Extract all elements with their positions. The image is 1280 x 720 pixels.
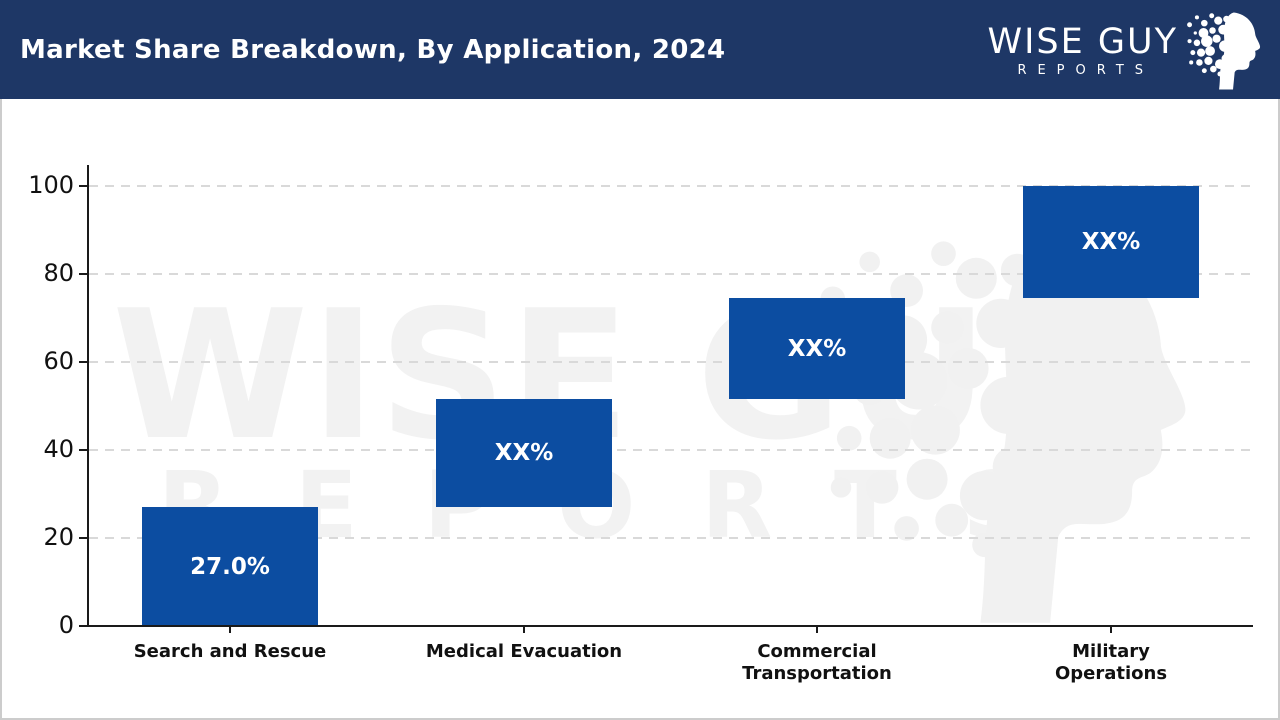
y-tick-label-80: 80 <box>43 259 74 287</box>
page-border-right <box>1278 99 1280 720</box>
x-category-label-3: Military Operations <box>1054 641 1168 684</box>
bar-value-label-3: XX% <box>1081 229 1141 256</box>
gridline-20 <box>89 537 1253 539</box>
gridline-100 <box>89 185 1253 187</box>
page-title: Market Share Breakdown, By Application, … <box>20 34 726 65</box>
y-tick-40 <box>79 449 87 451</box>
bar-0: 27.0% <box>142 507 318 626</box>
header-bar: Market Share Breakdown, By Application, … <box>0 0 1280 99</box>
y-tick-80 <box>79 273 87 275</box>
bar-value-label-2: XX% <box>787 335 847 362</box>
x-category-label-2: Commercial Transportation <box>742 641 892 684</box>
bar-3: XX% <box>1023 186 1199 299</box>
wise-guy-reports-logo: WISE GUY REPORTS <box>987 10 1266 92</box>
x-tick-2 <box>816 626 818 633</box>
gridline-60 <box>89 361 1253 363</box>
bar-2: XX% <box>729 298 905 400</box>
x-axis-line <box>87 625 1253 627</box>
gridline-40 <box>89 449 1253 451</box>
y-tick-60 <box>79 361 87 363</box>
page-border-bottom <box>0 718 1280 720</box>
page-border-left <box>0 99 2 720</box>
bar-value-label-0: 27.0% <box>190 553 270 580</box>
bar-1: XX% <box>436 399 612 508</box>
x-category-label-0: Search and Rescue <box>133 641 327 662</box>
y-tick-label-60: 60 <box>43 347 74 375</box>
y-tick-0 <box>79 625 87 627</box>
logo-wordmark: WISE GUY <box>987 21 1178 62</box>
x-category-label-1: Medical Evacuation <box>425 641 623 662</box>
y-tick-label-20: 20 <box>43 523 74 551</box>
y-axis-line <box>87 165 89 627</box>
y-tick-label-0: 0 <box>58 611 74 639</box>
y-tick-20 <box>79 537 87 539</box>
y-tick-label-40: 40 <box>43 435 74 463</box>
logo-text: WISE GUY REPORTS <box>987 21 1178 78</box>
x-tick-1 <box>523 626 525 633</box>
y-tick-100 <box>79 185 87 187</box>
y-tick-label-100: 100 <box>28 171 74 199</box>
x-tick-3 <box>1110 626 1112 633</box>
logo-head-icon <box>1187 12 1261 90</box>
logo-subtitle: REPORTS <box>1017 62 1155 78</box>
bar-value-label-1: XX% <box>494 440 554 467</box>
gridline-80 <box>89 273 1253 275</box>
x-tick-0 <box>229 626 231 633</box>
